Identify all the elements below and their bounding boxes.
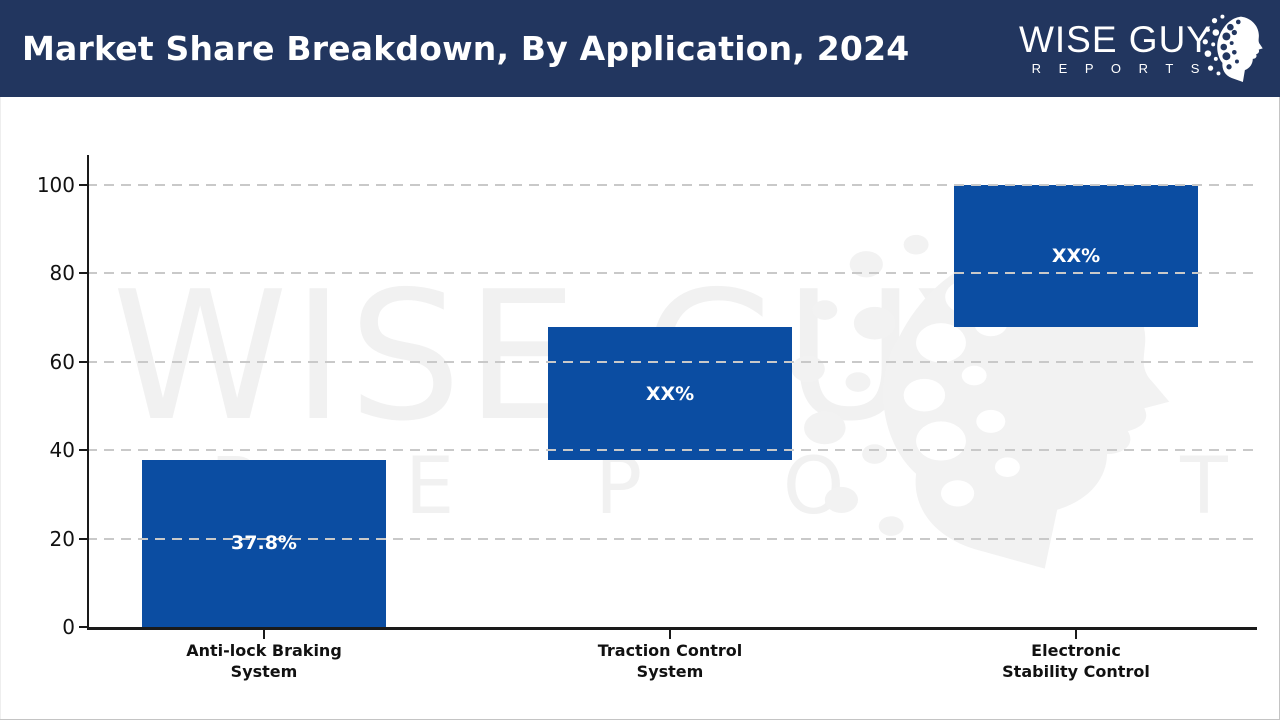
y-tick-label: 60: [49, 349, 75, 374]
x-axis: [87, 627, 1257, 630]
y-tick: [79, 537, 87, 540]
header-bar: Market Share Breakdown, By Application, …: [0, 0, 1280, 97]
gridline: [87, 184, 1255, 186]
x-category-label: Electronic Stability Control: [1002, 641, 1150, 681]
wiseguy-logo: WISE GUY R E P O R T S: [1019, 10, 1266, 88]
y-tick-label: 80: [49, 261, 75, 286]
y-tick: [79, 272, 87, 275]
x-tick: [1075, 630, 1077, 639]
gridline: [87, 272, 1255, 275]
y-tick: [79, 449, 87, 452]
bar-value-label: 37.8%: [231, 532, 297, 555]
y-axis: [87, 155, 89, 627]
x-tick: [263, 630, 265, 639]
bar-segment: [142, 459, 386, 627]
y-tick-label: 0: [62, 615, 75, 639]
gridline: [87, 360, 1255, 363]
logo-subtext: R E P O R T S: [1031, 61, 1207, 76]
y-tick-label: 40: [49, 438, 75, 463]
y-tick: [79, 360, 87, 363]
bar-value-label: XX%: [645, 382, 695, 405]
y-tick-label: 100: [36, 173, 75, 197]
y-tick: [79, 626, 87, 628]
bar-segment: [954, 185, 1198, 328]
gridline: [87, 537, 1255, 540]
x-category-label: Traction Control System: [597, 641, 743, 681]
x-category-label: Anti-lock Braking System: [186, 641, 342, 681]
y-tick-label: 20: [49, 526, 75, 551]
y-tick: [79, 184, 87, 186]
x-tick: [669, 630, 671, 639]
bar-value-label: XX%: [1051, 245, 1101, 268]
page-title: Market Share Breakdown, By Application, …: [22, 29, 910, 68]
logo-wordmark: WISE GUY: [1018, 19, 1212, 60]
gridline: [87, 449, 1255, 452]
logo-text: WISE GUY R E P O R T S: [1019, 21, 1212, 76]
bar-segment: [548, 327, 792, 460]
